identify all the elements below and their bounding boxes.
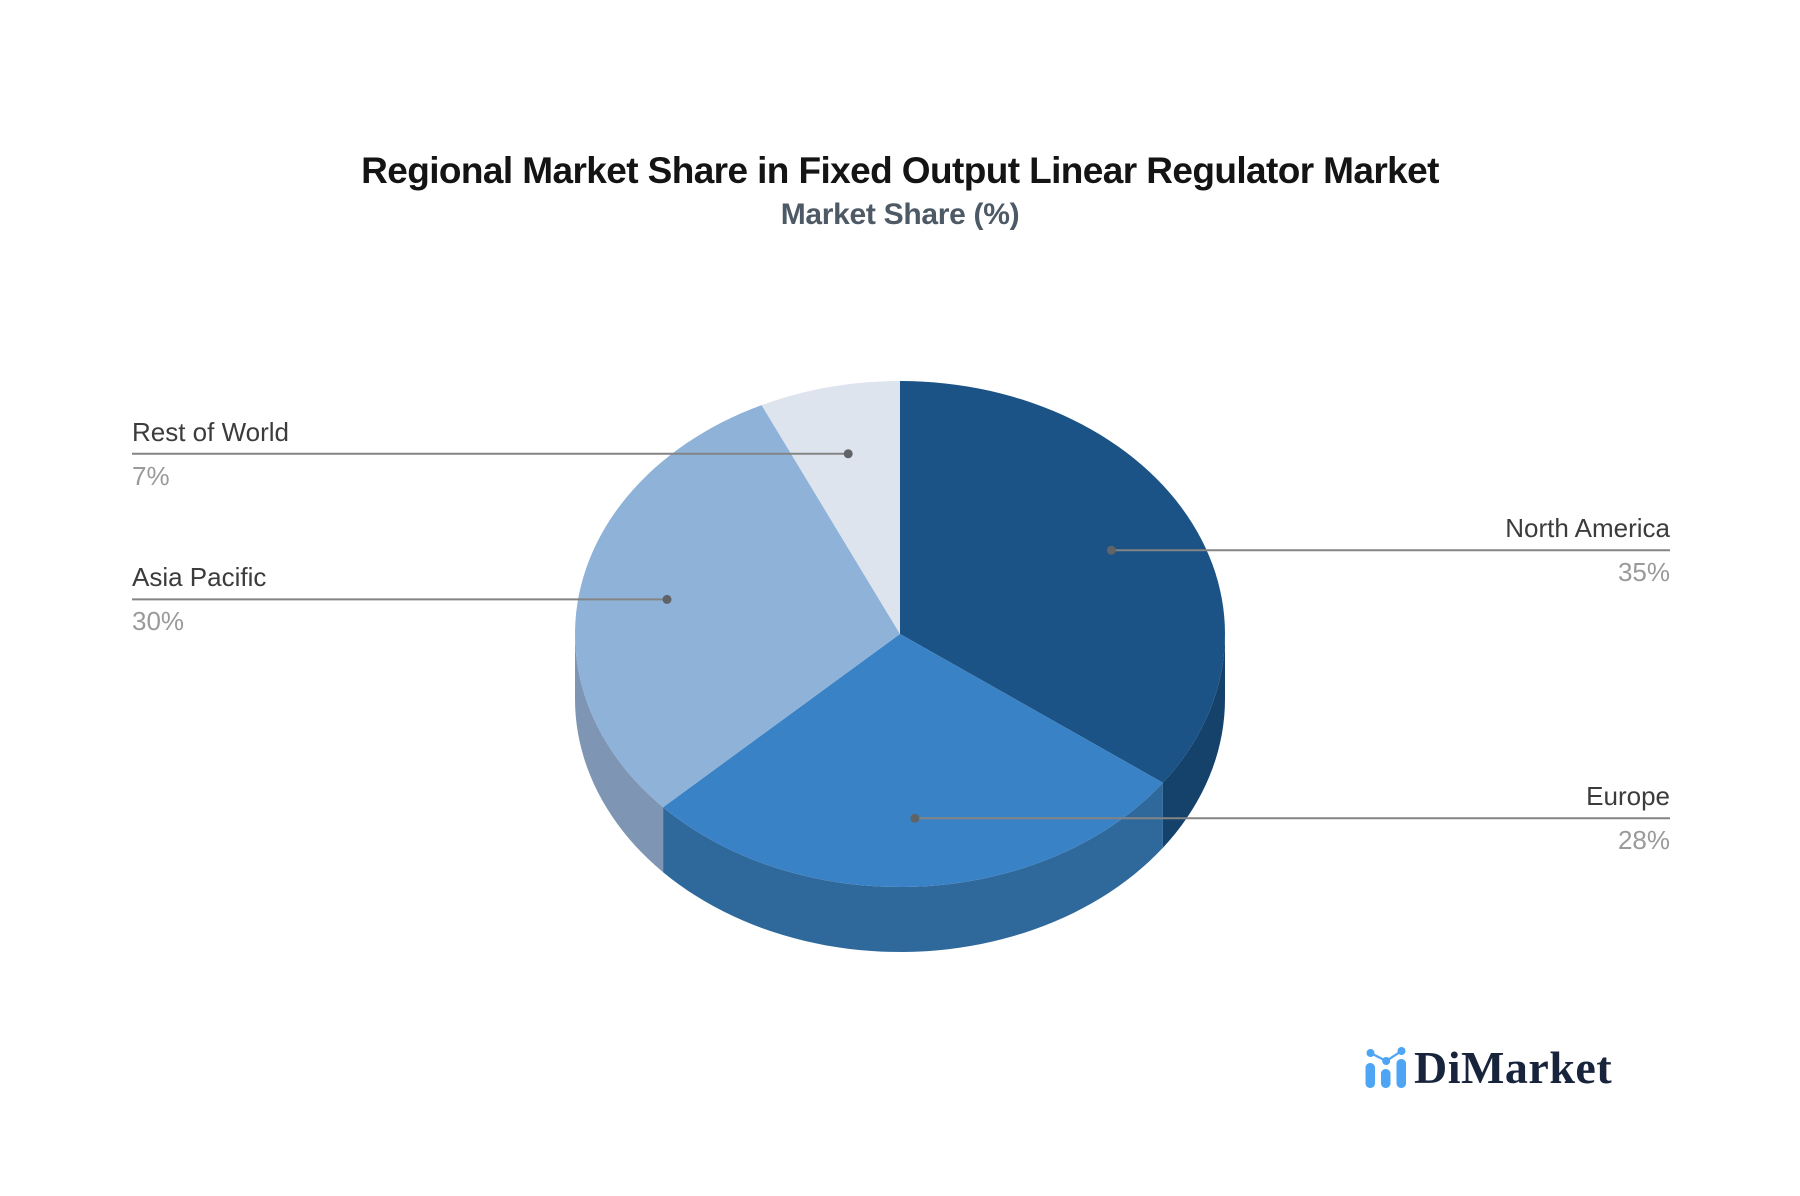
callout-dot [1106, 545, 1116, 555]
pie-slice[interactable] [575, 405, 900, 808]
callout-dot [910, 813, 920, 823]
slice-label: Asia Pacific [132, 562, 267, 593]
slice-label: North America [1505, 513, 1670, 544]
pie-slice[interactable] [761, 381, 900, 634]
pie-slice[interactable] [663, 634, 1163, 887]
pie-slice-side [1162, 634, 1225, 848]
slice-value: 35% [1617, 557, 1670, 588]
chart-title: Regional Market Share in Fixed Output Li… [361, 150, 1439, 191]
pie-slice[interactable] [900, 381, 1225, 783]
bar-line-chart-icon [1365, 1047, 1406, 1088]
slice-value: 7% [132, 460, 170, 491]
pie-slice-side [663, 782, 1163, 952]
pie-slice-side [575, 634, 664, 873]
slice-value: 28% [1617, 825, 1670, 856]
chart-subtitle: Market Share (%) [780, 198, 1020, 231]
slice-label: Europe [1586, 781, 1670, 812]
callout-dot [662, 594, 672, 604]
logo-text: DiMarket [1414, 1042, 1613, 1093]
slice-value: 30% [132, 606, 185, 637]
callout-dot [843, 449, 853, 459]
slice-label: Rest of World [132, 416, 290, 447]
